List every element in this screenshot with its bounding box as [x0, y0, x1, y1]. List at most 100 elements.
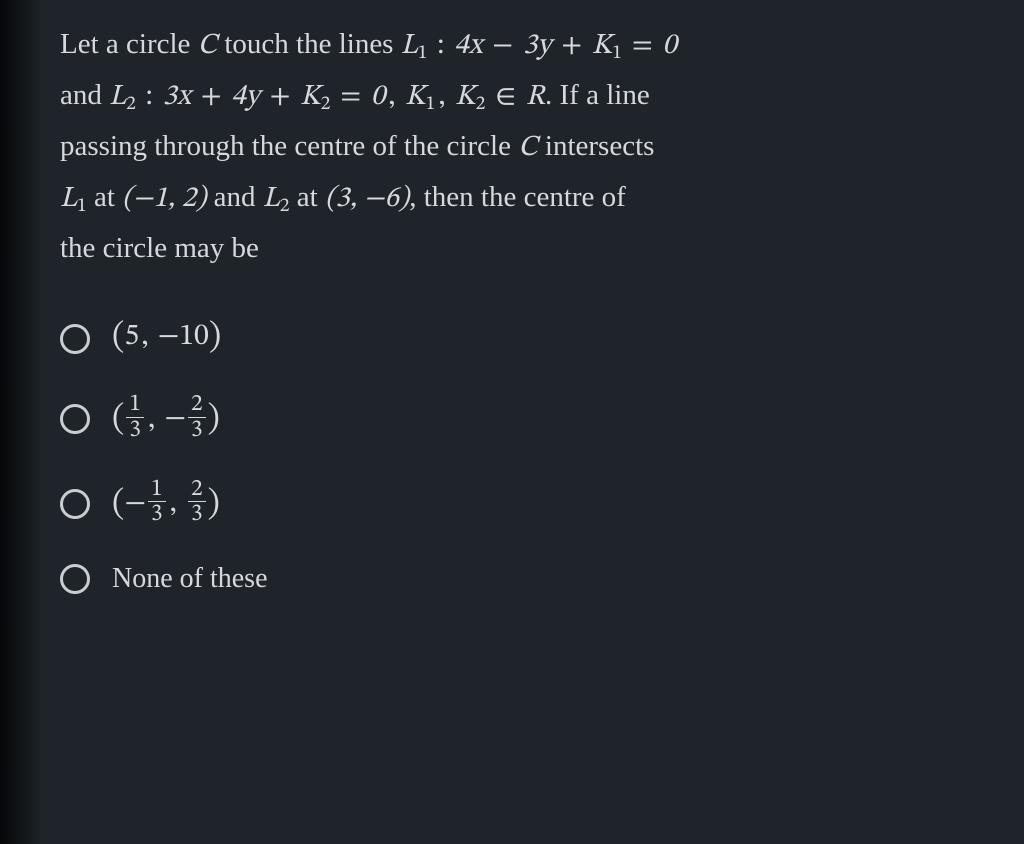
radio-icon — [60, 489, 90, 519]
p: ( — [112, 321, 124, 355]
plus: + — [551, 31, 592, 60]
sub: 1 — [426, 94, 436, 114]
var-L1: L1 — [401, 31, 428, 60]
radio-icon — [60, 324, 90, 354]
minus: − — [482, 31, 523, 60]
sub: 1 — [418, 43, 428, 63]
frac: 23 — [188, 477, 206, 527]
coef: 4 — [454, 31, 468, 60]
p: ( — [112, 404, 124, 438]
text: touch the lines — [217, 28, 401, 60]
p: ( — [325, 184, 335, 213]
page-left-shadow — [0, 0, 42, 844]
text: and — [206, 181, 262, 213]
s: − — [124, 489, 146, 519]
d: 3 — [126, 418, 144, 443]
question-stem: Let a circle C touch the lines L1 : 4x −… — [60, 20, 990, 273]
sub: 1 — [612, 43, 622, 63]
options-list: (5, −10) (13, −23) (−13, 23) None of the… — [60, 317, 990, 594]
option-d-label: None of these — [112, 563, 268, 595]
equals: = — [330, 82, 371, 111]
p: ) — [196, 184, 206, 213]
frac: 13 — [126, 392, 144, 442]
p: ) — [208, 404, 220, 438]
var-x: x — [469, 31, 483, 60]
sub: 2 — [321, 94, 331, 114]
c: , — [168, 489, 186, 519]
plus: + — [191, 82, 232, 111]
question-container: Let a circle C touch the lines L1 : 4x −… — [60, 20, 990, 629]
c: , — [350, 184, 364, 213]
option-c[interactable]: (−13, 23) — [60, 479, 990, 529]
text: intersects — [538, 130, 655, 162]
var-L1b: L1 — [60, 184, 87, 213]
c: , — [139, 322, 157, 352]
var-y: y — [537, 31, 551, 60]
L: L — [109, 82, 126, 111]
L: L — [60, 184, 77, 213]
zero: 0 — [371, 82, 385, 111]
var-C: C — [198, 31, 217, 60]
sub: 1 — [77, 196, 87, 216]
p: ( — [122, 184, 132, 213]
K: K — [592, 31, 612, 60]
n: 1 — [148, 477, 166, 503]
var-Cb: C — [518, 133, 537, 162]
d: 3 — [188, 418, 206, 443]
K: K — [405, 82, 425, 111]
L: L — [401, 31, 418, 60]
x: 3 — [335, 184, 349, 213]
zero: 0 — [663, 31, 677, 60]
n: 2 — [188, 477, 206, 503]
option-d[interactable]: None of these — [60, 563, 990, 595]
var-K1b: K1 — [405, 82, 435, 111]
point1: (−1, 2) — [122, 184, 206, 213]
s: − — [164, 405, 186, 435]
text: the circle may be — [60, 232, 259, 264]
y: −6 — [364, 184, 399, 213]
var-L2: L2 — [109, 82, 136, 111]
text: and — [60, 79, 109, 111]
colon: : — [136, 82, 163, 111]
option-c-label: (−13, 23) — [112, 479, 220, 529]
frac: 23 — [188, 392, 206, 442]
p: ) — [208, 488, 220, 522]
elementof: ∈ — [485, 82, 526, 111]
y: 2 — [182, 184, 196, 213]
sub: 2 — [280, 196, 290, 216]
text: at — [290, 181, 325, 213]
var-y: y — [246, 82, 260, 111]
text: at — [87, 181, 122, 213]
sub: 2 — [476, 94, 486, 114]
n: 2 — [188, 392, 206, 418]
set-R: R — [526, 82, 545, 111]
comma: , — [435, 82, 455, 111]
var-K2b: K2 — [455, 82, 485, 111]
x: −1 — [133, 184, 168, 213]
coef: 3 — [523, 31, 537, 60]
L: L — [263, 184, 280, 213]
option-a[interactable]: (5, −10) — [60, 317, 990, 360]
K: K — [455, 82, 475, 111]
option-b-label: (13, −23) — [112, 394, 220, 444]
d: 3 — [188, 502, 206, 527]
d: 3 — [148, 502, 166, 527]
p: ) — [209, 321, 221, 355]
radio-icon — [60, 564, 90, 594]
option-a-label: (5, −10) — [112, 317, 221, 360]
option-b[interactable]: (13, −23) — [60, 394, 990, 444]
c: , — [168, 184, 182, 213]
p: ( — [112, 488, 124, 522]
coef: 4 — [231, 82, 245, 111]
var-K1: K1 — [592, 31, 622, 60]
var-L2b: L2 — [263, 184, 290, 213]
plus: + — [260, 82, 301, 111]
point2: (3, −6) — [325, 184, 409, 213]
text: Let a circle — [60, 28, 198, 60]
text: passing through the centre of the circle — [60, 130, 518, 162]
n: 1 — [126, 392, 144, 418]
p: ) — [399, 184, 409, 213]
b: −10 — [158, 322, 209, 352]
equals: = — [622, 31, 663, 60]
colon: : — [427, 31, 454, 60]
